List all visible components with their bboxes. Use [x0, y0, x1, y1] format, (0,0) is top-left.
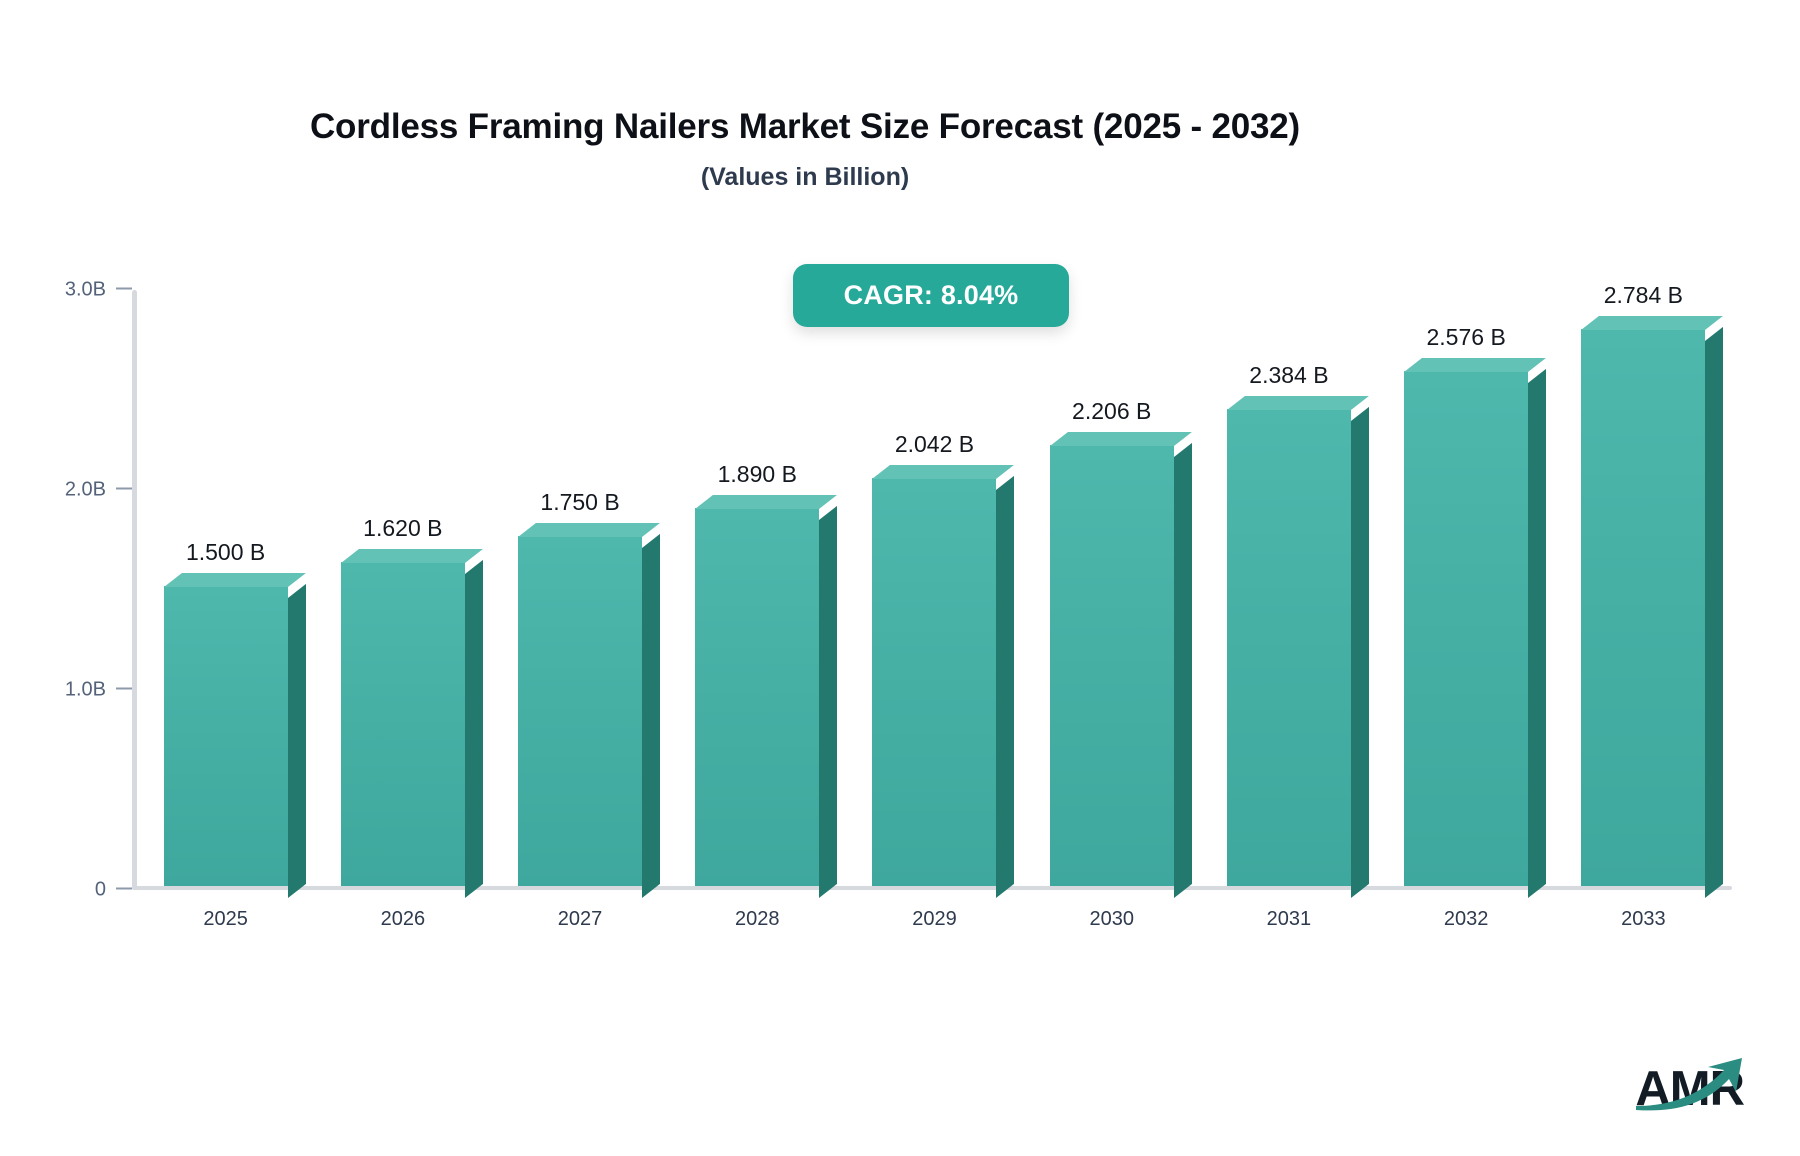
plot-area: 0 1.0B 2.0B 3.0B 1.500 B 2025 1.620 B 2026 1.75… — [65, 279, 1732, 930]
bar-value-label: 2.576 B — [1426, 323, 1506, 350]
y-axis-tick: 3.0B — [0, 279, 132, 302]
trending-up-arrow-icon — [1636, 1058, 1742, 1111]
bar-value-label: 1.620 B — [363, 515, 443, 541]
y-axis-tick-label: 1.0B — [64, 678, 106, 701]
bar-top-face — [1049, 431, 1192, 446]
y-axis-tick: 1.0B — [0, 679, 132, 702]
bar[interactable]: 1.890 B — [695, 461, 838, 898]
y-axis-tick: 0 — [0, 879, 132, 902]
bar-group: 1.500 B 2025 1.620 B 2026 1.750 B 2027 1.890 B… — [137, 282, 1732, 930]
x-axis-line — [132, 886, 1732, 890]
x-axis-category-label: 2025 — [203, 908, 248, 930]
bar-side-face — [1173, 442, 1192, 898]
x-axis-category-label: 2031 — [1266, 908, 1312, 930]
bar-side-face — [642, 533, 661, 898]
bar[interactable]: 2.784 B — [1581, 282, 1724, 898]
bar-top-face — [1404, 357, 1547, 372]
x-axis-category-label: 2033 — [1621, 908, 1666, 930]
x-axis-category-label: 2029 — [912, 908, 957, 930]
bar-side-face — [1350, 407, 1369, 898]
bar-front-face — [518, 536, 643, 886]
x-axis-category-label: 2028 — [735, 908, 780, 930]
y-axis-tick-mark — [116, 287, 132, 290]
bar-front-face — [1404, 370, 1529, 886]
bar-front-face — [340, 562, 465, 886]
bar-value-label: 1.500 B — [185, 539, 266, 565]
bar-value-label: 1.890 B — [717, 461, 797, 487]
bar-top-face — [695, 495, 838, 509]
bar-value-label: 2.042 B — [894, 430, 975, 457]
bar-front-face — [695, 508, 820, 886]
bar[interactable]: 1.750 B — [518, 489, 661, 898]
bar-slot: 2.042 B 2029 — [846, 290, 1023, 930]
y-axis-tick-mark — [116, 487, 132, 490]
bar-side-face — [1705, 327, 1724, 898]
title-block: Cordless Framing Nailers Market Size For… — [0, 107, 1610, 191]
bar-side-face — [996, 475, 1015, 898]
y-axis-tick: 2.0B — [0, 479, 132, 502]
bar-side-face — [287, 583, 306, 898]
x-axis-category-label: 2027 — [557, 908, 603, 930]
bar-slot: 1.500 B 2025 — [137, 290, 314, 930]
bar[interactable]: 2.042 B — [872, 431, 1015, 898]
bar-top-face — [1226, 396, 1369, 411]
bar-slot: 1.890 B 2028 — [669, 290, 846, 930]
bar-value-label: 2.384 B — [1249, 362, 1329, 389]
cagr-badge: CAGR: 8.04% — [793, 264, 1069, 327]
y-axis-tick-mark — [116, 687, 132, 690]
y-axis-tick-label: 3.0B — [64, 278, 106, 301]
bar-top-face — [163, 573, 306, 587]
bar-value-label: 2.206 B — [1072, 397, 1152, 424]
x-axis-category-label: 2032 — [1443, 908, 1489, 930]
bar-front-face — [163, 586, 288, 886]
y-axis-tick-mark — [116, 887, 132, 890]
chart-subtitle: (Values in Billion) — [700, 162, 910, 191]
bar-slot: 2.384 B 2031 — [1200, 290, 1377, 930]
bar-front-face — [872, 477, 997, 886]
bar-slot: 2.576 B 2032 — [1378, 290, 1555, 930]
bar-slot: 1.750 B 2027 — [491, 290, 668, 930]
y-axis-tick-label: 0 — [94, 878, 106, 901]
bar-top-face — [1581, 316, 1724, 331]
bar-value-label: 2.784 B — [1603, 282, 1684, 309]
x-axis-category-label: 2030 — [1089, 908, 1134, 930]
bar[interactable]: 2.384 B — [1226, 362, 1369, 898]
amr-logo: AMR — [1635, 1058, 1745, 1114]
y-axis-line — [132, 290, 137, 890]
bar-slot: 1.620 B 2026 — [314, 290, 491, 930]
chart-title: Cordless Framing Nailers Market Size For… — [309, 107, 1301, 146]
bar-top-face — [340, 549, 483, 563]
y-axis-tick-label: 2.0B — [64, 478, 106, 501]
bar-top-face — [872, 464, 1015, 479]
bar-front-face — [1049, 444, 1174, 886]
bar[interactable]: 1.620 B — [340, 515, 483, 898]
bar[interactable]: 2.576 B — [1404, 324, 1547, 898]
bar-slot: 2.784 B 2033 — [1555, 282, 1732, 930]
bar-top-face — [518, 523, 660, 537]
bar-side-face — [819, 505, 838, 898]
bar[interactable]: 1.500 B — [163, 539, 306, 898]
bar-front-face — [1581, 329, 1706, 886]
bar[interactable]: 2.206 B — [1049, 398, 1192, 898]
bar-value-label: 1.750 B — [540, 489, 620, 515]
bar-side-face — [464, 559, 483, 898]
bar-front-face — [1226, 409, 1351, 886]
bar-slot: 2.206 B 2030 — [1023, 290, 1200, 930]
bar-side-face — [1528, 368, 1547, 898]
x-axis-category-label: 2026 — [380, 908, 426, 930]
